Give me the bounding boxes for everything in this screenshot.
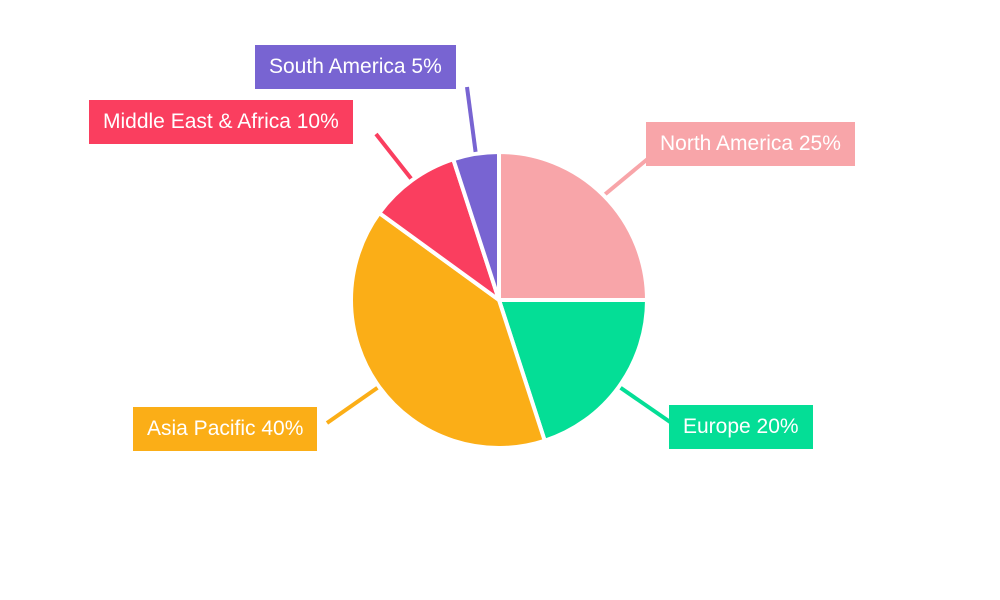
pie-slice-europe[interactable] [497,298,649,443]
leader-line-south-america [465,86,478,156]
pie-slice-south-america[interactable] [451,150,501,302]
pie-slice-north-america[interactable] [497,150,649,302]
leader-line-asia-pacific [325,384,382,425]
pie-slice-middle-east-africa[interactable] [377,157,501,302]
leader-line-north-america [601,155,652,198]
leader-line-middle-east-africa [374,132,415,183]
pie-slice-asia-pacific[interactable] [349,211,547,450]
leader-line-europe [616,384,675,426]
